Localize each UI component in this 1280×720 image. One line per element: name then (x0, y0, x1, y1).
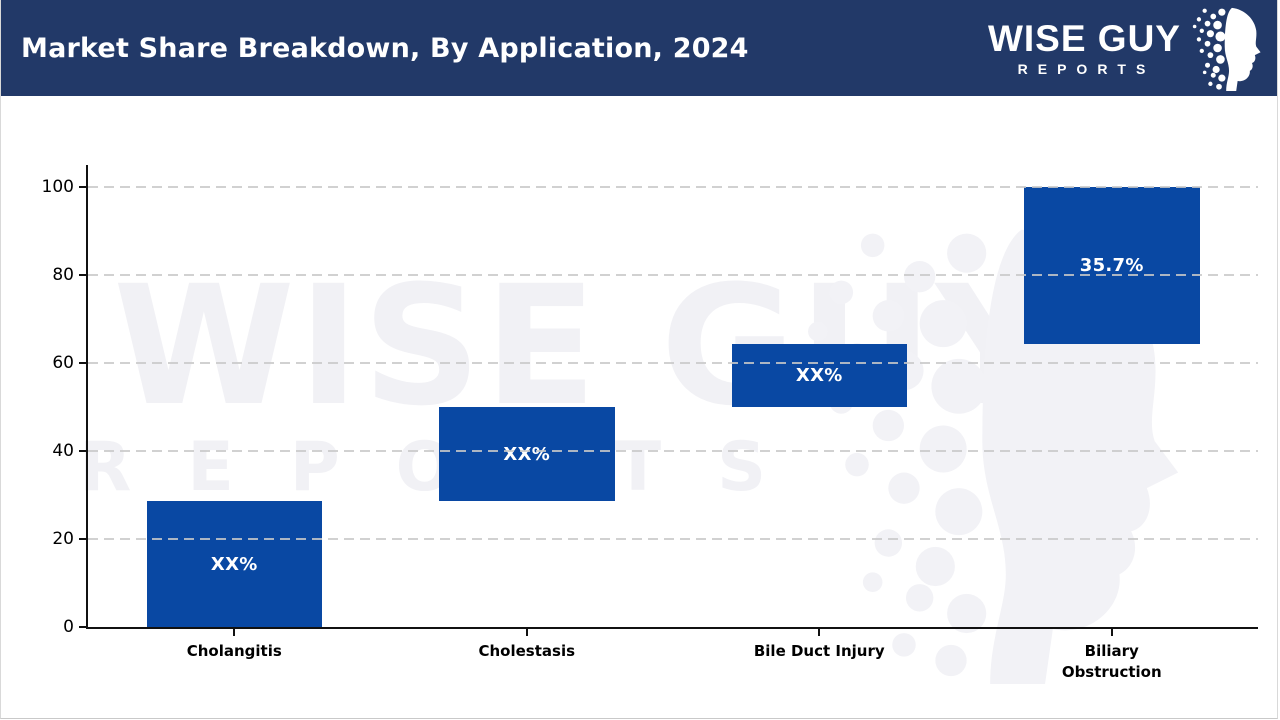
bar-value-label: XX% (795, 365, 843, 387)
logo-wordmark: WISE GUY (987, 17, 1181, 59)
plot-area: 0 20 40 60 80 100 XX% XX% XX% 35.7% Cholangitis Cho… (42, 165, 1258, 681)
x-axis-tick-0 (233, 629, 236, 636)
gridline-y-60 (88, 362, 1258, 365)
y-axis-tick-0 (79, 626, 87, 628)
bar-value-label: XX% (210, 553, 258, 575)
x-axis-label-2: Bile Duct Injury (753, 642, 885, 660)
chart-canvas: WISE GUY REPORTS 020406080100XX%XX%XX%35… (1, 96, 1279, 718)
header: Market Share Breakdown, By Application, … (1, 0, 1277, 96)
y-axis-label-20: 20 (52, 529, 74, 549)
logo-dot-face-icon (1192, 7, 1261, 91)
y-axis-tick-40 (79, 450, 87, 452)
wiseguy-logo: WISE GUY REPORTS (988, 5, 1263, 91)
y-axis-label-60: 60 (52, 353, 74, 374)
bar-biliary-obstruction: 35.7% (1024, 187, 1200, 345)
bar-cholestasis: XX% (439, 407, 615, 502)
bar-cholangitis: XX% (146, 501, 322, 627)
y-axis-label-100: 100 (41, 177, 74, 197)
watermark-subtitle: REPORTS (79, 434, 822, 502)
y-axis-tick-60 (79, 362, 87, 365)
bar-bile-duct-injury: XX% (731, 344, 907, 407)
y-axis-label-0: 0 (63, 617, 74, 637)
logo-subtitle: REPORTS (1017, 60, 1156, 77)
x-axis-tick-1 (525, 629, 528, 636)
y-axis-tick-80 (79, 274, 87, 276)
gridline-y-20 (88, 538, 1258, 540)
x-axis-label-0: Cholangitis (186, 642, 282, 660)
x-axis-label-1: Cholestasis (478, 642, 576, 660)
x-axis-label-3: Biliary Obstruction (1061, 642, 1162, 681)
y-axis-label-80: 80 (52, 265, 74, 285)
y-axis-tick-100 (79, 186, 87, 188)
bar-value-label: XX% (503, 443, 551, 465)
logo-text: WISE GUY REPORTS (988, 20, 1181, 77)
gridline-y-100 (88, 186, 1258, 188)
gridline-y-80 (88, 274, 1258, 276)
x-axis-tick-3 (1110, 629, 1113, 636)
gridline-y-40 (88, 450, 1258, 452)
y-axis-label-40: 40 (52, 441, 74, 461)
x-axis-tick-2 (818, 629, 821, 636)
chart-title: Market Share Breakdown, By Application, … (21, 32, 749, 64)
y-axis-tick-20 (79, 538, 87, 540)
bar-value-label: 35.7% (1079, 255, 1144, 277)
